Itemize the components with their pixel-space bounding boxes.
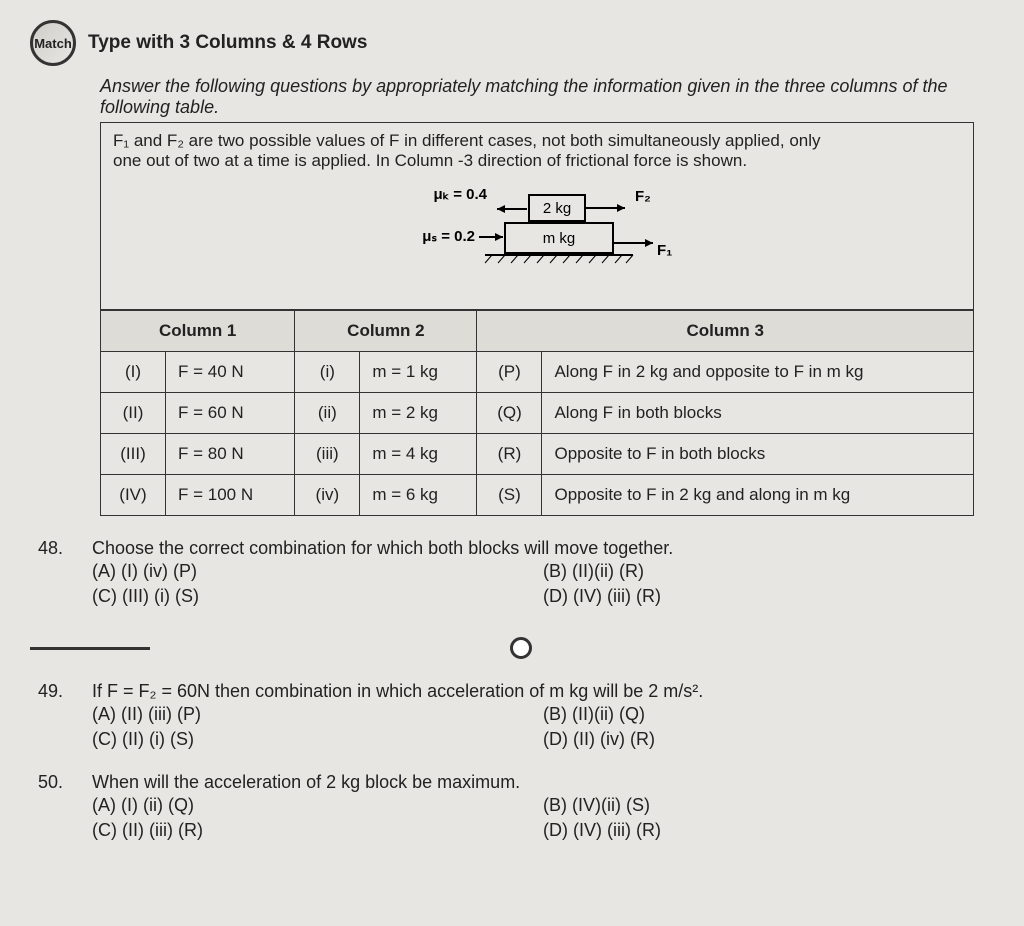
question-number: 48. [30, 538, 92, 607]
cell-idx: (II) [101, 393, 166, 434]
info-line-1: F₁ and F₂ are two possible values of F i… [113, 131, 821, 150]
question-text: If F = F₂ = 60N then combination in whic… [92, 681, 994, 702]
cell-val: F = 80 N [166, 434, 295, 475]
table-row: (I) F = 40 N (i) m = 1 kg (P) Along F in… [101, 352, 974, 393]
question-text: Choose the correct combination for which… [92, 538, 994, 559]
option-a: (A) (I) (ii) (Q) [92, 795, 543, 816]
question-text: When will the acceleration of 2 kg block… [92, 772, 994, 793]
option-b: (B) (IV)(ii) (S) [543, 795, 994, 816]
cell-val: F = 100 N [166, 475, 295, 516]
f1-label: F₁ [657, 242, 672, 259]
option-d: (D) (II) (iv) (R) [543, 729, 994, 750]
cell-idx: (S) [477, 475, 542, 516]
question-48: 48. Choose the correct combination for w… [30, 538, 994, 607]
info-box: F₁ and F₂ are two possible values of F i… [100, 122, 974, 310]
cell-val: Along F in both blocks [542, 393, 974, 434]
mu-s-label: μₛ = 0.2 [422, 228, 475, 245]
option-c: (C) (II) (i) (S) [92, 729, 543, 750]
divider-line [30, 647, 150, 650]
cell-val: m = 1 kg [360, 352, 477, 393]
question-50: 50. When will the acceleration of 2 kg b… [30, 772, 994, 841]
option-a: (A) (I) (iv) (P) [92, 561, 543, 582]
question-49: 49. If F = F₂ = 60N then combination in … [30, 681, 994, 750]
option-d: (D) (IV) (iii) (R) [543, 820, 994, 841]
match-icon: Match [30, 20, 76, 66]
cell-val: m = 4 kg [360, 434, 477, 475]
option-a: (A) (II) (iii) (P) [92, 704, 543, 725]
option-d: (D) (IV) (iii) (R) [543, 586, 994, 607]
instructions-text: Answer the following questions by approp… [100, 76, 994, 118]
option-c: (C) (III) (i) (S) [92, 586, 543, 607]
punch-hole-icon [510, 637, 532, 659]
cell-idx: (iv) [295, 475, 360, 516]
cell-val: m = 6 kg [360, 475, 477, 516]
block-diagram: μₖ = 0.4 2 kg F₂ μₛ = 0.2 m kg F₁ [113, 181, 961, 291]
mu-k-label: μₖ = 0.4 [433, 186, 487, 203]
table-header-row: Column 1 Column 2 Column 3 [101, 311, 974, 352]
cell-idx: (R) [477, 434, 542, 475]
question-number: 49. [30, 681, 92, 750]
option-b: (B) (II)(ii) (Q) [543, 704, 994, 725]
cell-val: Opposite to F in both blocks [542, 434, 974, 475]
table-row: (IV) F = 100 N (iv) m = 6 kg (S) Opposit… [101, 475, 974, 516]
col1-header: Column 1 [101, 311, 295, 352]
cell-val: F = 40 N [166, 352, 295, 393]
cell-val: F = 60 N [166, 393, 295, 434]
cell-idx: (III) [101, 434, 166, 475]
f2-label: F₂ [635, 188, 651, 205]
col2-header: Column 2 [295, 311, 477, 352]
cell-idx: (Q) [477, 393, 542, 434]
col3-header: Column 3 [477, 311, 974, 352]
question-number: 50. [30, 772, 92, 841]
cell-idx: (I) [101, 352, 166, 393]
cell-val: m = 2 kg [360, 393, 477, 434]
table-row: (III) F = 80 N (iii) m = 4 kg (R) Opposi… [101, 434, 974, 475]
top-block-label: 2 kg [543, 200, 571, 217]
option-b: (B) (II)(ii) (R) [543, 561, 994, 582]
option-c: (C) (II) (iii) (R) [92, 820, 543, 841]
table-row: (II) F = 60 N (ii) m = 2 kg (Q) Along F … [101, 393, 974, 434]
bottom-block-label: m kg [543, 230, 576, 247]
cell-idx: (P) [477, 352, 542, 393]
match-table: Column 1 Column 2 Column 3 (I) F = 40 N … [100, 310, 974, 516]
divider [30, 637, 994, 659]
cell-val: Opposite to F in 2 kg and along in m kg [542, 475, 974, 516]
page-title: Type with 3 Columns & 4 Rows [88, 32, 367, 54]
page-header: Match Type with 3 Columns & 4 Rows [30, 20, 994, 66]
info-line-2: one out of two at a time is applied. In … [113, 151, 961, 171]
cell-val: Along F in 2 kg and opposite to F in m k… [542, 352, 974, 393]
cell-idx: (iii) [295, 434, 360, 475]
cell-idx: (ii) [295, 393, 360, 434]
cell-idx: (i) [295, 352, 360, 393]
cell-idx: (IV) [101, 475, 166, 516]
